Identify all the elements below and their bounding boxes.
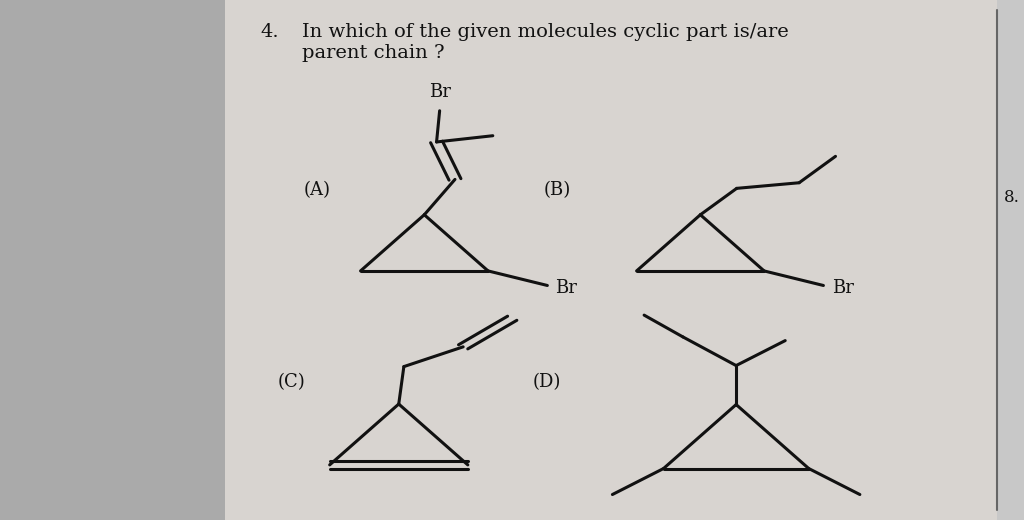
Text: (A): (A) <box>303 181 331 199</box>
Bar <box>225 0 996 520</box>
Text: Br: Br <box>831 279 853 297</box>
Text: (C): (C) <box>278 373 305 391</box>
Text: Br: Br <box>429 83 451 101</box>
Text: Br: Br <box>556 279 578 297</box>
Text: In which of the given molecules cyclic part is/are
parent chain ?: In which of the given molecules cyclic p… <box>302 23 788 62</box>
Bar <box>0 0 225 520</box>
Text: 4.: 4. <box>261 23 280 42</box>
Text: (D): (D) <box>532 373 561 391</box>
Text: (B): (B) <box>544 181 570 199</box>
Text: 8.: 8. <box>1004 189 1020 206</box>
